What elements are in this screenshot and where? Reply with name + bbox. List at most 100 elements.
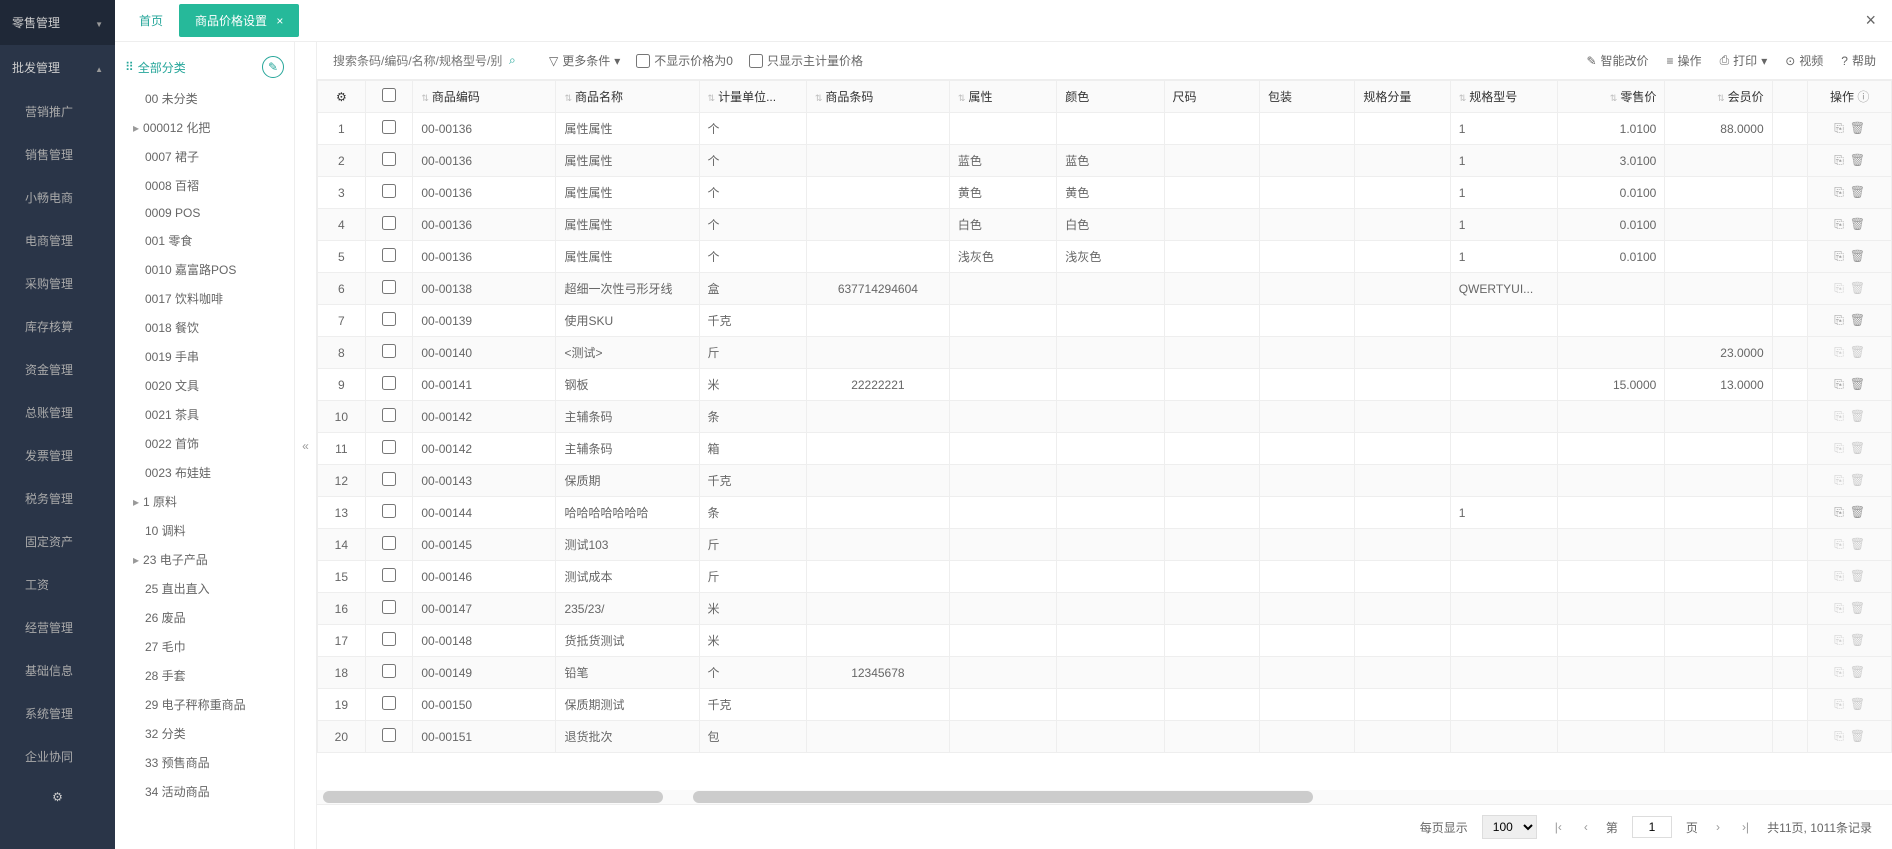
settings-column[interactable]: ⚙ xyxy=(318,81,366,113)
row-select[interactable] xyxy=(365,241,413,273)
delete-row-icon[interactable]: 🗑 xyxy=(1850,313,1865,328)
sidebar-item[interactable]: 发票管理 xyxy=(0,434,115,477)
sidebar-item[interactable]: 销售管理 xyxy=(0,133,115,176)
column-header[interactable]: 颜色 xyxy=(1057,81,1164,113)
sidebar-item[interactable]: 经营管理 xyxy=(0,606,115,649)
tree-node[interactable]: 1 原料 xyxy=(115,487,294,516)
horizontal-scrollbar[interactable] xyxy=(317,790,1892,804)
tree-node[interactable]: 34 活动商品 xyxy=(115,777,294,806)
tree-node[interactable]: 0019 手串 xyxy=(115,342,294,371)
operation-button[interactable]: ≡操作 xyxy=(1667,52,1702,69)
smart-price-button[interactable]: ✎智能改价 xyxy=(1586,52,1648,69)
row-select[interactable] xyxy=(365,305,413,337)
select-all-column[interactable] xyxy=(365,81,413,113)
last-page-button[interactable]: ›| xyxy=(1738,820,1753,834)
row-select[interactable] xyxy=(365,529,413,561)
delete-row-icon[interactable]: 🗑 xyxy=(1850,185,1865,200)
row-select[interactable] xyxy=(365,721,413,753)
tree-node[interactable]: 27 毛巾 xyxy=(115,632,294,661)
tree-node[interactable]: 0017 饮料咖啡 xyxy=(115,284,294,313)
sidebar-item[interactable]: 固定资产 xyxy=(0,520,115,563)
delete-row-icon[interactable]: 🗑 xyxy=(1850,249,1865,264)
tree-node[interactable]: 0010 嘉富路POS xyxy=(115,255,294,284)
tree-root-label[interactable]: 全部分类 xyxy=(138,59,186,76)
sidebar-item[interactable]: 采购管理 xyxy=(0,262,115,305)
page-input[interactable] xyxy=(1632,816,1672,838)
sidebar-group[interactable]: 零售管理 xyxy=(0,0,115,45)
sidebar-group[interactable]: 批发管理 xyxy=(0,45,115,90)
search-input[interactable] xyxy=(333,54,503,68)
column-header[interactable]: ⇅规格型号 xyxy=(1450,81,1557,113)
print-button[interactable]: ⎙打印▾ xyxy=(1720,52,1768,69)
checkbox-input[interactable] xyxy=(636,54,650,68)
edit-row-icon[interactable]: ⎘ xyxy=(1834,313,1844,328)
row-select[interactable] xyxy=(365,177,413,209)
tree-node[interactable]: 29 电子秤称重商品 xyxy=(115,690,294,719)
next-page-button[interactable]: › xyxy=(1712,820,1724,834)
video-button[interactable]: ⊙视频 xyxy=(1785,52,1823,69)
row-select[interactable] xyxy=(365,625,413,657)
sidebar-item[interactable]: 总账管理 xyxy=(0,391,115,434)
edit-row-icon[interactable]: ⎘ xyxy=(1834,153,1844,168)
tabs-close-all-icon[interactable]: × xyxy=(1865,10,1876,31)
tree-node[interactable]: 26 废品 xyxy=(115,603,294,632)
sidebar-item[interactable]: 库存核算 xyxy=(0,305,115,348)
delete-row-icon[interactable]: 🗑 xyxy=(1850,217,1865,232)
collapse-tree-button[interactable]: « xyxy=(295,42,317,849)
sidebar-item[interactable]: 小畅电商 xyxy=(0,176,115,219)
column-header[interactable]: ⇅商品名称 xyxy=(556,81,699,113)
tree-node[interactable]: 0018 餐饮 xyxy=(115,313,294,342)
edit-row-icon[interactable]: ⎘ xyxy=(1834,249,1844,264)
row-select[interactable] xyxy=(365,497,413,529)
search-icon[interactable]: ⌕ xyxy=(509,53,516,68)
tree-node[interactable]: 10 调料 xyxy=(115,516,294,545)
edit-row-icon[interactable]: ⎘ xyxy=(1834,505,1844,520)
row-select[interactable] xyxy=(365,689,413,721)
scrollbar-thumb[interactable] xyxy=(693,791,1313,803)
scrollbar-thumb[interactable] xyxy=(323,791,663,803)
tree-node[interactable]: 0009 POS xyxy=(115,200,294,226)
tree-node[interactable]: 32 分类 xyxy=(115,719,294,748)
row-select[interactable] xyxy=(365,657,413,689)
row-select[interactable] xyxy=(365,401,413,433)
row-select[interactable] xyxy=(365,145,413,177)
delete-row-icon[interactable]: 🗑 xyxy=(1850,153,1865,168)
prev-page-button[interactable]: ‹ xyxy=(1580,820,1592,834)
tree-node[interactable]: 23 电子产品 xyxy=(115,545,294,574)
sidebar-item[interactable]: 电商管理 xyxy=(0,219,115,262)
sidebar-item[interactable]: 工资 xyxy=(0,563,115,606)
row-select[interactable] xyxy=(365,465,413,497)
tree-node[interactable]: 001 零食 xyxy=(115,226,294,255)
per-page-select[interactable]: 100 xyxy=(1482,815,1537,839)
column-header[interactable]: 尺码 xyxy=(1164,81,1259,113)
tree-node[interactable]: 0020 文具 xyxy=(115,371,294,400)
delete-row-icon[interactable]: 🗑 xyxy=(1850,505,1865,520)
checkbox-input[interactable] xyxy=(749,54,763,68)
tree-node[interactable]: 0022 首饰 xyxy=(115,429,294,458)
column-header[interactable]: ⇅零售价 xyxy=(1558,81,1665,113)
settings-icon[interactable]: ⚙ xyxy=(0,778,115,816)
more-filters-button[interactable]: ▽ 更多条件 ▾ xyxy=(549,52,620,69)
sidebar-item[interactable]: 系统管理 xyxy=(0,692,115,735)
edit-row-icon[interactable]: ⎘ xyxy=(1834,217,1844,232)
sidebar-item[interactable]: 营销推广 xyxy=(0,90,115,133)
help-button[interactable]: ?帮助 xyxy=(1841,52,1876,69)
sidebar-item[interactable]: 基础信息 xyxy=(0,649,115,692)
column-header[interactable]: 包装 xyxy=(1259,81,1354,113)
hide-zero-checkbox[interactable]: 不显示价格为0 xyxy=(636,52,733,69)
info-icon[interactable]: ⓘ xyxy=(1857,90,1869,104)
tree-node[interactable]: 28 手套 xyxy=(115,661,294,690)
edit-row-icon[interactable]: ⎘ xyxy=(1834,377,1844,392)
sidebar-item[interactable]: 税务管理 xyxy=(0,477,115,520)
tree-node[interactable]: 33 预售商品 xyxy=(115,748,294,777)
tree-node[interactable]: 0023 布娃娃 xyxy=(115,458,294,487)
tree-node[interactable]: 0007 裙子 xyxy=(115,142,294,171)
close-icon[interactable]: × xyxy=(276,14,283,28)
sidebar-item[interactable]: 资金管理 xyxy=(0,348,115,391)
tab-price-settings[interactable]: 商品价格设置 × xyxy=(179,4,299,37)
column-header[interactable]: ⇅属性 xyxy=(949,81,1056,113)
column-header[interactable]: ⇅商品编码 xyxy=(413,81,556,113)
tab-home[interactable]: 首页 xyxy=(123,4,179,37)
sidebar-item[interactable]: 企业协同 xyxy=(0,735,115,778)
edit-icon[interactable]: ✎ xyxy=(262,56,284,78)
